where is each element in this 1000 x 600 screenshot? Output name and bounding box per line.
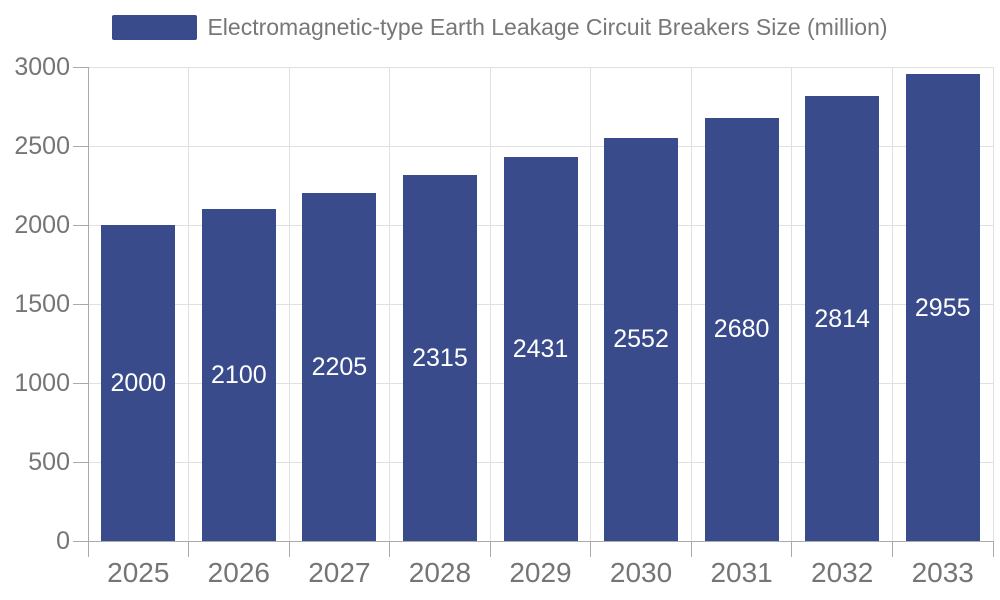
x-axis-tick: [489, 541, 491, 557]
gridline-v: [389, 67, 391, 541]
legend-label: Electromagnetic-type Earth Leakage Circu…: [207, 14, 888, 40]
bar-value-label-2028: 2315: [412, 344, 468, 373]
bar-2031[interactable]: [704, 117, 779, 541]
x-tick-label-2033: 2033: [911, 557, 974, 588]
x-axis-tick: [992, 541, 994, 557]
bar-2029[interactable]: [503, 156, 578, 541]
y-axis-tick: [73, 303, 88, 305]
y-axis-tick: [73, 540, 88, 542]
y-axis-tick: [73, 461, 88, 463]
y-tick-label-2000: 2000: [14, 211, 70, 239]
bar-2028[interactable]: [402, 175, 477, 541]
legend-swatch: [112, 15, 198, 40]
y-tick-label-2500: 2500: [14, 132, 70, 160]
x-tick-label-2027: 2027: [308, 557, 371, 588]
gridline-v: [791, 67, 793, 541]
bar-value-label-2026: 2100: [211, 361, 267, 390]
gridline-v: [992, 67, 994, 541]
y-tick-label-500: 500: [28, 448, 70, 476]
x-axis-tick: [389, 541, 391, 557]
y-tick-label-1000: 1000: [14, 369, 70, 397]
gridline-h: [88, 66, 993, 68]
x-tick-label-2030: 2030: [609, 557, 673, 588]
x-tick-label-2032: 2032: [811, 557, 874, 588]
legend[interactable]: Electromagnetic-type Earth Leakage Circu…: [0, 14, 1000, 41]
x-tick-label-2025: 2025: [107, 557, 170, 588]
y-tick-label-0: 0: [56, 527, 70, 555]
bar-value-label-2031: 2680: [713, 315, 770, 344]
gridline-h: [88, 145, 993, 147]
x-axis-tick: [87, 541, 89, 557]
bar-2026[interactable]: [201, 209, 276, 541]
gridline-v: [489, 67, 491, 541]
bar-2033[interactable]: [905, 74, 980, 541]
gridline-v: [288, 67, 290, 541]
x-axis-tick: [690, 541, 692, 557]
x-axis-tick: [590, 541, 592, 557]
gridline-v: [891, 67, 893, 541]
bar-value-label-2033: 2955: [914, 293, 971, 322]
bar-2032[interactable]: [805, 96, 880, 541]
y-axis-tick: [73, 66, 88, 68]
y-axis-tick: [73, 224, 88, 226]
bar-value-label-2025: 2000: [110, 369, 167, 397]
bar-value-label-2027: 2205: [311, 352, 368, 381]
bar-2025[interactable]: [101, 225, 176, 541]
x-tick-label-2028: 2028: [408, 557, 472, 588]
y-axis-tick: [73, 382, 88, 384]
bar-value-label-2030: 2552: [613, 325, 669, 354]
x-axis-line: [87, 540, 994, 542]
bar-2027[interactable]: [302, 192, 377, 541]
x-axis-tick: [188, 541, 190, 557]
x-tick-label-2031: 2031: [710, 557, 773, 588]
gridline-v: [188, 67, 190, 541]
x-axis-tick: [891, 541, 893, 557]
bar-value-label-2032: 2814: [814, 304, 870, 333]
bar-value-label-2029: 2431: [512, 334, 569, 363]
x-tick-label-2026: 2026: [207, 557, 270, 588]
y-axis-line: [87, 67, 89, 542]
gridline-v: [590, 67, 592, 541]
x-tick-label-2029: 2029: [509, 557, 572, 588]
y-tick-label-3000: 3000: [14, 53, 70, 81]
x-axis-tick: [288, 541, 290, 557]
bar-2030[interactable]: [604, 137, 679, 541]
y-tick-label-1500: 1500: [14, 290, 70, 318]
y-axis-tick: [73, 145, 88, 147]
x-axis-tick: [791, 541, 793, 557]
gridline-v: [690, 67, 692, 541]
